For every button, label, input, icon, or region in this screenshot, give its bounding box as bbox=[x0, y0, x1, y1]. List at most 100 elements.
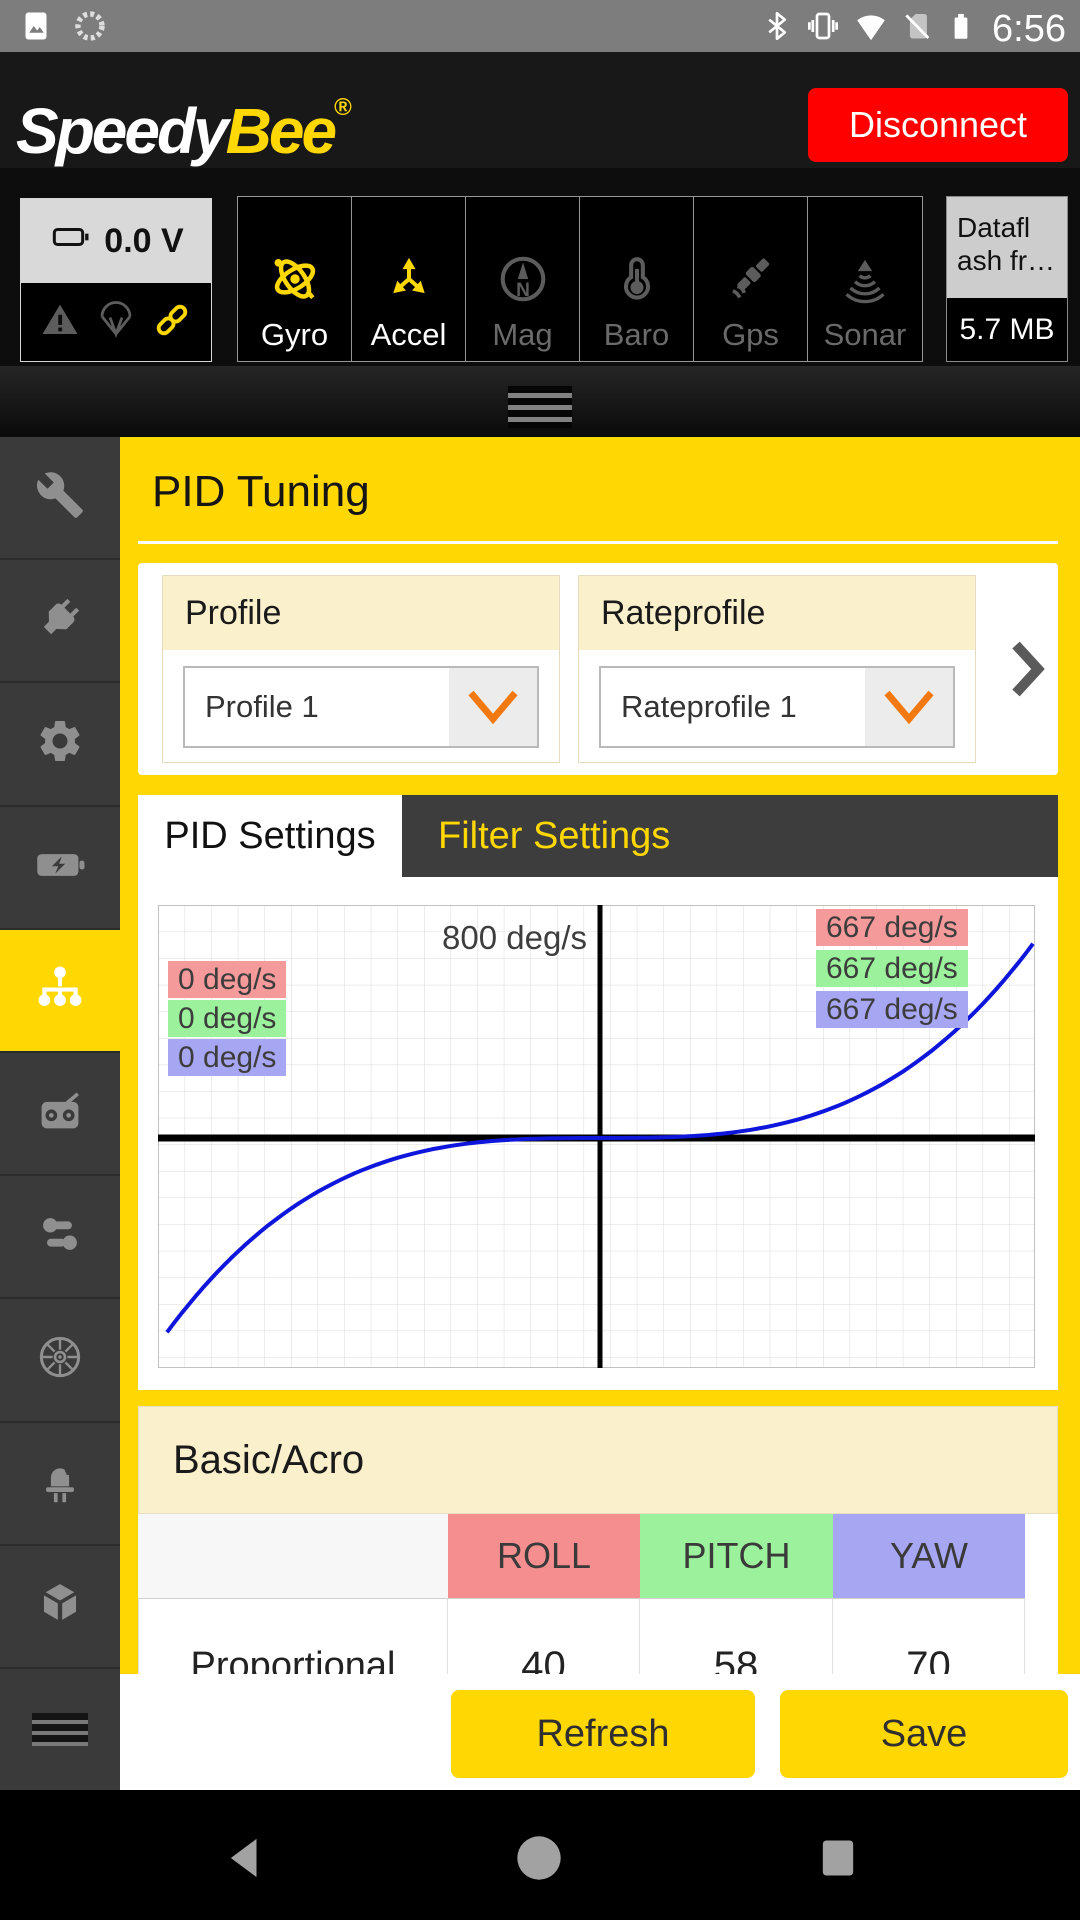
sidebar-item-power-battery[interactable] bbox=[0, 806, 120, 928]
profile-select[interactable]: Profile 1 bbox=[183, 666, 539, 748]
app-header: SpeedyBee® Disconnect bbox=[0, 52, 1080, 168]
menu-icon bbox=[32, 1712, 88, 1746]
axis-max-label: 800 deg/s bbox=[442, 919, 587, 956]
drag-handle-icon[interactable] bbox=[508, 386, 572, 428]
dataflash-title: Datafl ash fr… bbox=[947, 197, 1067, 298]
photo-icon bbox=[18, 8, 54, 49]
refresh-button[interactable]: Refresh bbox=[451, 1690, 755, 1778]
sonar-icon bbox=[838, 252, 892, 311]
link-icon bbox=[151, 299, 193, 346]
gyro-icon bbox=[268, 252, 322, 311]
sensor-label: Accel bbox=[370, 317, 447, 352]
sidebar-item-pid-tuning[interactable] bbox=[0, 929, 120, 1051]
sidebar-item-motors[interactable] bbox=[0, 1299, 120, 1421]
spinner-icon bbox=[72, 8, 108, 49]
rc-transmitter-icon bbox=[34, 1085, 86, 1142]
rates-chart-card: 800 deg/s 0 deg/s 0 deg/s 0 deg/s 667 de… bbox=[138, 877, 1058, 1390]
chevron-down-icon[interactable] bbox=[449, 668, 537, 746]
battery-outline-icon bbox=[48, 217, 94, 266]
chevron-down-icon[interactable] bbox=[865, 668, 953, 746]
col-yaw: YAW bbox=[833, 1514, 1025, 1598]
col-roll: ROLL bbox=[448, 1514, 640, 1598]
page-title: PID Tuning bbox=[152, 467, 370, 516]
sensor-tile-mag[interactable]: N Mag bbox=[466, 197, 580, 361]
profile-select-value: Profile 1 bbox=[205, 689, 319, 724]
rateprofile-panel-title: Rateprofile bbox=[579, 576, 975, 650]
sidebar-item-ports[interactable] bbox=[0, 560, 120, 682]
battery-voltage: 0.0 V bbox=[104, 221, 184, 260]
sliders-icon bbox=[34, 1208, 86, 1265]
gear-icon bbox=[35, 716, 85, 771]
sensor-tile-baro[interactable]: Baro bbox=[580, 197, 694, 361]
sidebar-item-receiver[interactable] bbox=[0, 1052, 120, 1175]
dataflash-widget[interactable]: Datafl ash fr… 5.7 MB bbox=[946, 196, 1068, 362]
sensor-tile-gps[interactable]: Gps bbox=[694, 197, 808, 361]
chevron-right-icon[interactable] bbox=[1008, 639, 1048, 699]
rateprofile-select-value: Rateprofile 1 bbox=[621, 689, 797, 724]
compass-icon: N bbox=[496, 252, 550, 311]
battery-voltage-widget[interactable]: 0.0 V bbox=[20, 198, 212, 362]
sensor-label: Gyro bbox=[260, 317, 329, 352]
col-header-empty bbox=[138, 1514, 448, 1598]
disconnect-button[interactable]: Disconnect bbox=[808, 88, 1068, 162]
sensor-tile-sonar[interactable]: Sonar bbox=[808, 197, 922, 361]
roll-max-label: 667 deg/s bbox=[816, 909, 968, 946]
save-button[interactable]: Save bbox=[780, 1690, 1068, 1778]
sidebar-item-menu[interactable] bbox=[0, 1668, 120, 1791]
sidebar-item-configuration[interactable] bbox=[0, 683, 120, 805]
yaw-min-label: 0 deg/s bbox=[168, 1039, 287, 1076]
battery-icon bbox=[944, 8, 978, 49]
satellite-icon bbox=[724, 252, 778, 311]
sensor-label: Baro bbox=[603, 317, 670, 352]
profile-selectors-card: Profile Profile 1 Rateprofile Rateprofil… bbox=[138, 563, 1058, 775]
accel-icon bbox=[382, 252, 436, 311]
sidebar-item-modes[interactable] bbox=[0, 1176, 120, 1298]
dataflash-size: 5.7 MB bbox=[947, 298, 1067, 361]
roll-min-label: 0 deg/s bbox=[168, 961, 287, 998]
led-icon bbox=[34, 1455, 86, 1512]
sidebar-nav bbox=[0, 437, 120, 1791]
sidebar-item-led-strip[interactable] bbox=[0, 1422, 120, 1544]
rate-curve bbox=[165, 942, 1035, 1334]
sensor-tile-gyro[interactable]: Gyro bbox=[238, 197, 352, 361]
title-divider bbox=[138, 541, 1058, 544]
profile-panel-title: Profile bbox=[163, 576, 559, 650]
settings-tabbar: PID Settings Filter Settings bbox=[138, 795, 1058, 877]
plug-icon bbox=[35, 593, 85, 648]
rateprofile-select[interactable]: Rateprofile 1 bbox=[599, 666, 955, 748]
sensor-tiles: Gyro Accel N Mag bbox=[237, 196, 923, 362]
sensor-label: Mag bbox=[492, 317, 553, 352]
yaw-max-label: 667 deg/s bbox=[816, 991, 968, 1028]
pitch-min-label: 0 deg/s bbox=[168, 1000, 287, 1037]
android-nav-bar bbox=[0, 1790, 1080, 1920]
barometer-icon bbox=[610, 252, 664, 311]
back-icon[interactable] bbox=[218, 1830, 274, 1891]
rates-chart: 800 deg/s 0 deg/s 0 deg/s 0 deg/s 667 de… bbox=[158, 905, 1035, 1368]
tab-pid-settings[interactable]: PID Settings bbox=[138, 795, 402, 877]
profile-panel: Profile Profile 1 bbox=[162, 575, 560, 763]
no-sim-icon bbox=[900, 8, 934, 49]
pid-tuning-page: PID Tuning Profile Profile 1 Rateprofile… bbox=[120, 437, 1080, 1790]
cube-icon bbox=[34, 1578, 86, 1635]
clock: 6:56 bbox=[992, 7, 1066, 50]
recents-icon[interactable] bbox=[810, 1830, 866, 1891]
rateprofile-panel: Rateprofile Rateprofile 1 bbox=[578, 575, 976, 763]
sensor-label: Gps bbox=[722, 317, 779, 352]
tab-filter-settings[interactable]: Filter Settings bbox=[438, 814, 671, 857]
svg-text:N: N bbox=[516, 280, 530, 301]
col-pitch: PITCH bbox=[640, 1514, 833, 1598]
sidebar-item-setup[interactable] bbox=[0, 437, 120, 559]
android-status-bar: 6:56 bbox=[0, 0, 1080, 52]
bluetooth-icon bbox=[760, 8, 794, 49]
sensor-tile-accel[interactable]: Accel bbox=[352, 197, 466, 361]
home-icon[interactable] bbox=[511, 1830, 567, 1891]
pid-table: ROLL PITCH YAW Proportional 40 58 70 bbox=[138, 1514, 1058, 1733]
sensor-status-bar: 0.0 V Gyro bbox=[0, 168, 1080, 366]
warning-icon bbox=[39, 299, 81, 346]
sidebar-item-blackbox[interactable] bbox=[0, 1545, 120, 1667]
panel-drag-strip bbox=[0, 366, 1080, 437]
speedybee-logo: SpeedyBee® bbox=[16, 94, 352, 167]
wrench-icon bbox=[35, 470, 85, 525]
pitch-max-label: 667 deg/s bbox=[816, 950, 968, 987]
